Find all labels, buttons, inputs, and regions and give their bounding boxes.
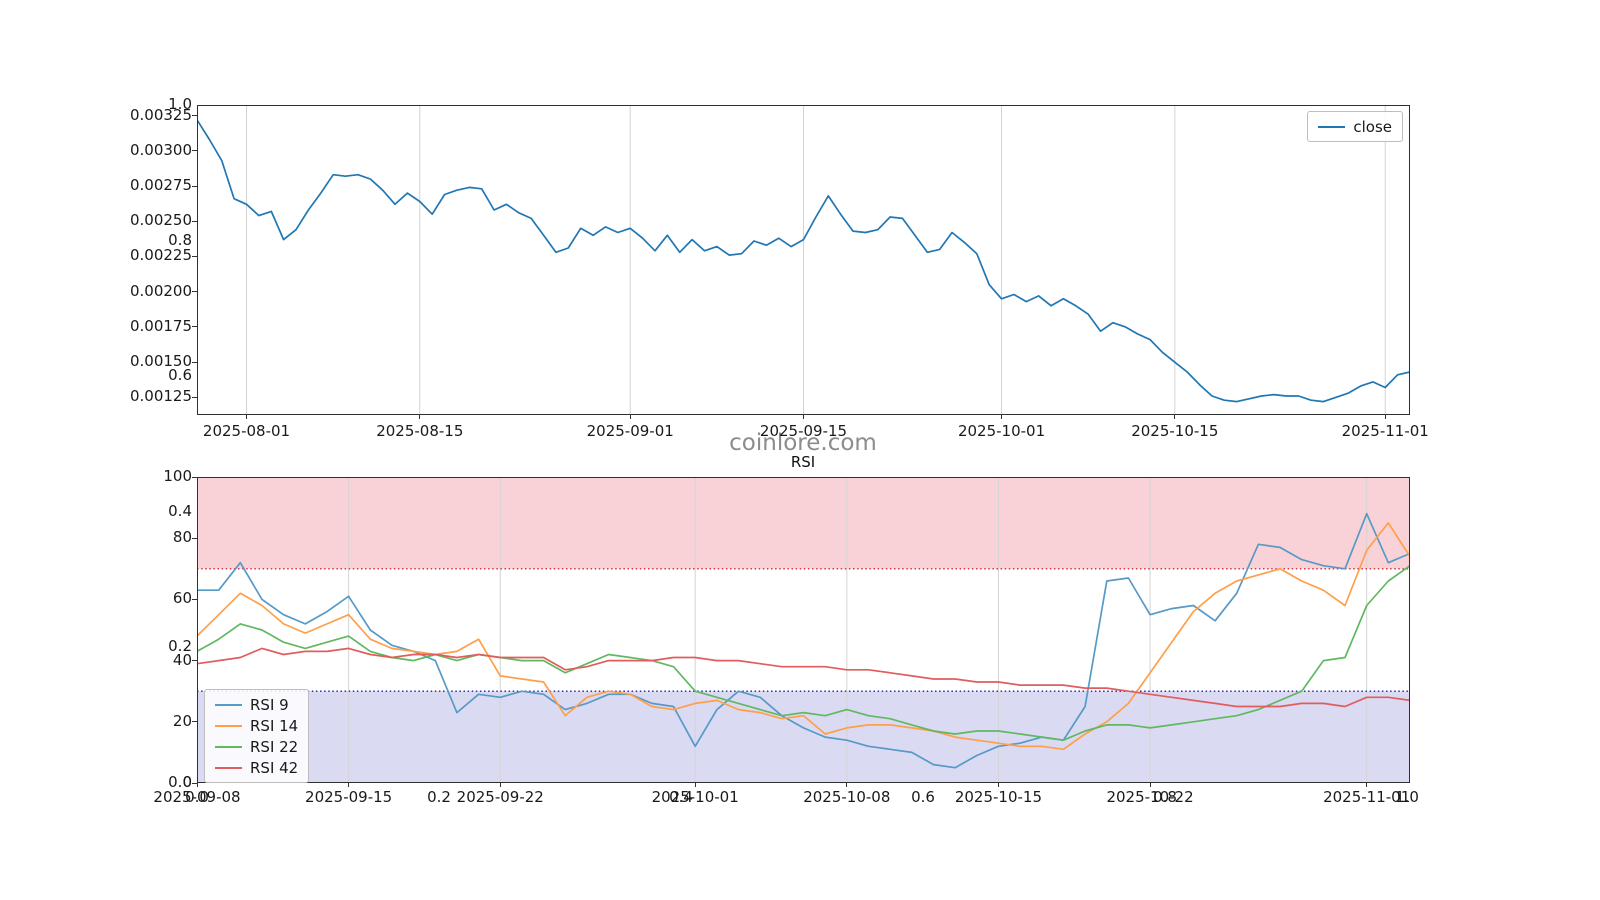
- tick-mark: [192, 185, 197, 187]
- rsi-chart-title: RSI: [790, 453, 816, 471]
- tick-label: 2025-09-22: [456, 788, 544, 806]
- tick-label: 2025-10-01: [957, 422, 1046, 440]
- tick-label: 0.00125: [129, 387, 192, 406]
- tick-mark: [192, 291, 197, 293]
- tick-label: 1.0: [168, 95, 192, 113]
- tick-label: 0.00225: [129, 246, 192, 265]
- tick-label: 0.00200: [129, 281, 192, 300]
- tick-label: 2025-08-01: [202, 422, 291, 440]
- tick-label: 100: [163, 467, 192, 485]
- tick-mark: [694, 783, 696, 787]
- tick-label: 2025-10-15: [954, 788, 1043, 806]
- tick-mark: [192, 660, 197, 662]
- tick-label: 2025-10-15: [1131, 422, 1219, 440]
- rsi-9-line-swatch: [215, 703, 242, 706]
- tick-label: 0.00175: [129, 316, 192, 335]
- watermark: coinlore.com: [729, 430, 877, 456]
- tick-mark: [846, 783, 848, 787]
- tick-label: 2025-10-08: [803, 788, 891, 806]
- tick-mark: [192, 598, 197, 600]
- tick-label: 0.00300: [129, 140, 192, 159]
- tick-mark: [246, 415, 247, 419]
- tick-label: 2025-10-22: [1106, 788, 1194, 806]
- price-legend: close: [1307, 111, 1403, 142]
- tick-label: 0.8: [168, 230, 192, 249]
- rsi-22-line-swatch: [215, 745, 242, 748]
- tick-label: 2025-08-15: [376, 422, 464, 440]
- tick-label: 0: [182, 773, 192, 791]
- tick-mark: [1174, 415, 1176, 419]
- legend-row-rsi-22: RSI 22: [215, 736, 298, 757]
- tick-mark: [192, 396, 197, 398]
- price-chart-plot: [197, 105, 1410, 415]
- tick-label: 2025-11-01: [1341, 422, 1429, 440]
- tick-label: 2025-11-01: [1323, 788, 1411, 806]
- tick-mark: [192, 326, 197, 328]
- rsi-chart-plot: [197, 477, 1410, 783]
- close-legend-label: close: [1353, 117, 1392, 136]
- tick-mark: [192, 537, 197, 539]
- legend-row-close: close: [1318, 116, 1392, 137]
- tick-label: 0.00150: [129, 352, 192, 371]
- tick-label: 80: [172, 528, 192, 547]
- tick-label: 60: [172, 589, 192, 608]
- tick-label: 2025-09-15: [305, 788, 393, 806]
- legend-row-rsi-14: RSI 14: [215, 715, 298, 736]
- tick-mark: [192, 115, 197, 117]
- rsi-9-legend-label: RSI 9: [250, 695, 289, 714]
- tick-label: 0.0: [185, 788, 209, 806]
- tick-mark: [499, 783, 501, 787]
- tick-mark: [192, 150, 197, 152]
- tick-label: 0.2: [168, 637, 192, 656]
- tick-label: 0.6: [911, 788, 935, 806]
- tick-label: 0.4: [669, 788, 693, 806]
- tick-mark: [629, 415, 631, 419]
- tick-label: 2025-10-01: [651, 788, 739, 806]
- close-line-swatch: [1318, 125, 1346, 128]
- rsi-22-legend-label: RSI 22: [250, 737, 299, 756]
- tick-mark: [192, 220, 197, 222]
- rsi-14-legend-label: RSI 14: [250, 716, 299, 735]
- legend-row-rsi-9: RSI 9: [215, 694, 298, 715]
- tick-label: 0.6: [168, 366, 192, 385]
- tick-label: 2025-09-01: [586, 422, 674, 440]
- tick-mark: [192, 476, 197, 478]
- tick-mark: [1384, 415, 1386, 419]
- tick-mark: [997, 783, 999, 787]
- tick-mark: [1149, 783, 1151, 787]
- tick-mark: [419, 415, 421, 419]
- tick-mark: [192, 782, 197, 784]
- tick-mark: [192, 361, 197, 363]
- tick-mark: [1366, 783, 1368, 787]
- rsi-legend: RSI 9 RSI 14 RSI 22 RSI 42: [204, 689, 310, 783]
- tick-mark: [196, 783, 198, 787]
- tick-label: 20: [172, 711, 192, 730]
- tick-label: 2025-09-08: [153, 788, 241, 806]
- tick-label: 0.4: [168, 501, 192, 520]
- tick-label: 0.00275: [129, 176, 192, 195]
- tick-label: 0.2: [427, 788, 451, 806]
- tick-label: 0.00325: [129, 105, 192, 124]
- tick-label: 2025-09-15: [759, 422, 848, 440]
- tick-label: 0.0: [168, 773, 192, 791]
- rsi-42-legend-label: RSI 42: [250, 758, 299, 777]
- tick-mark: [803, 415, 804, 419]
- tick-label: 0.00250: [129, 211, 192, 230]
- rsi-42-line-swatch: [215, 766, 242, 769]
- tick-mark: [192, 255, 197, 257]
- tick-mark: [1001, 415, 1003, 419]
- tick-label: 0.8: [1153, 788, 1177, 806]
- tick-mark: [192, 721, 197, 723]
- tick-mark: [348, 783, 350, 787]
- tick-label: 40: [172, 650, 192, 669]
- tick-label: 1.0: [1395, 788, 1419, 806]
- legend-row-rsi-42: RSI 42: [215, 757, 298, 778]
- rsi-14-line-swatch: [215, 724, 242, 727]
